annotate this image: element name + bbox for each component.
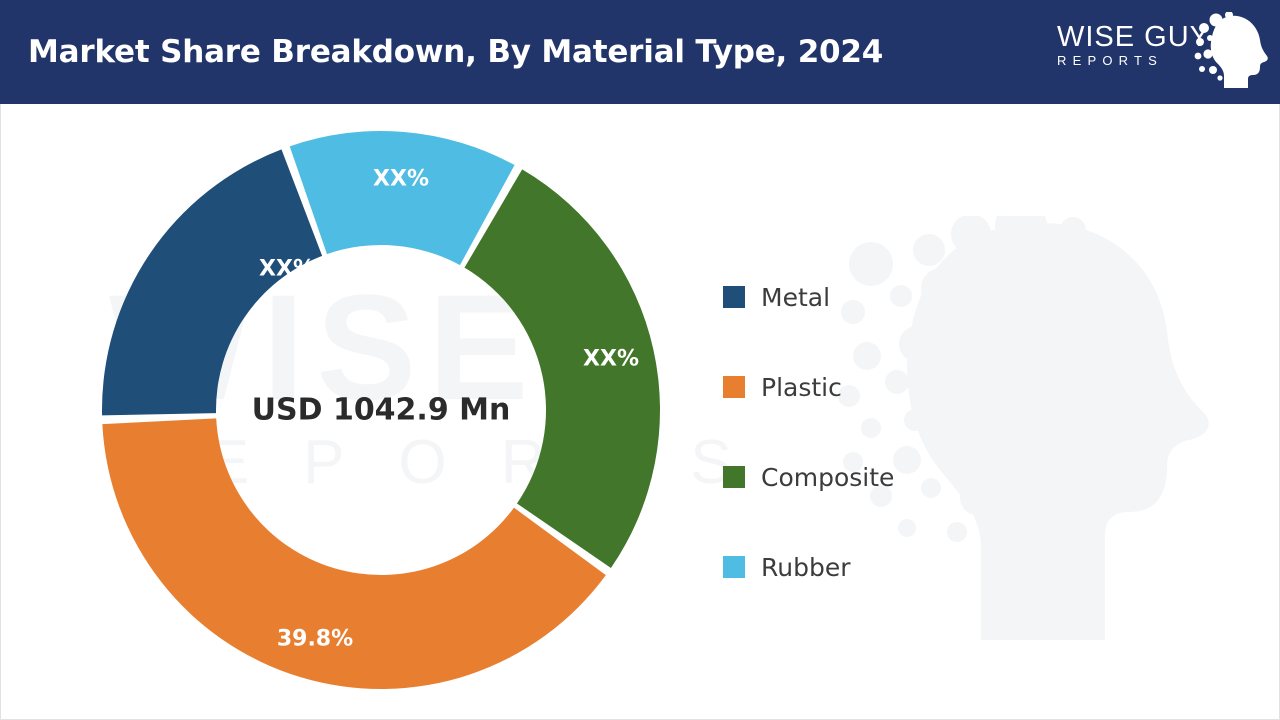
legend-item-rubber[interactable]: Rubber <box>723 522 1023 612</box>
donut-chart: USD 1042.9 Mn XX% XX% XX% 39.8% <box>97 110 667 690</box>
chart-canvas: WISE REPORTS <box>0 104 1280 720</box>
wiseguy-head-logo-icon <box>1194 12 1268 88</box>
donut-chart-svg <box>102 131 660 689</box>
brand-logo: WISE GUY REPORTS <box>1057 8 1272 96</box>
donut-slice-metal[interactable] <box>102 149 323 416</box>
legend-swatch-rubber <box>723 556 745 578</box>
brand-logo-line2: REPORTS <box>1057 53 1164 68</box>
brand-logo-line1: WISE GUY <box>1057 21 1211 53</box>
legend-swatch-plastic <box>723 376 745 398</box>
legend-item-composite[interactable]: Composite <box>723 432 1023 522</box>
chart-legend: Metal Plastic Composite Rubber <box>723 252 1023 612</box>
donut-center-value: USD 1042.9 Mn <box>251 392 511 428</box>
slice-label-composite: XX% <box>583 346 639 372</box>
slice-label-metal: XX% <box>259 256 315 282</box>
legend-swatch-metal <box>723 286 745 308</box>
donut-slice-plastic[interactable] <box>102 418 606 689</box>
legend-label-plastic: Plastic <box>761 372 842 402</box>
legend-label-rubber: Rubber <box>761 552 851 582</box>
slice-label-rubber: XX% <box>373 166 429 192</box>
legend-item-metal[interactable]: Metal <box>723 252 1023 342</box>
legend-item-plastic[interactable]: Plastic <box>723 342 1023 432</box>
brand-logo-text: WISE GUY REPORTS <box>1057 21 1211 70</box>
legend-swatch-composite <box>723 466 745 488</box>
slide-header: Market Share Breakdown, By Material Type… <box>0 0 1280 104</box>
legend-label-composite: Composite <box>761 462 895 492</box>
donut-slice-rubber[interactable] <box>289 131 515 266</box>
donut-slice-composite[interactable] <box>464 169 660 569</box>
page-title: Market Share Breakdown, By Material Type… <box>28 34 884 70</box>
slice-label-plastic: 39.8% <box>276 626 354 652</box>
legend-label-metal: Metal <box>761 282 831 312</box>
